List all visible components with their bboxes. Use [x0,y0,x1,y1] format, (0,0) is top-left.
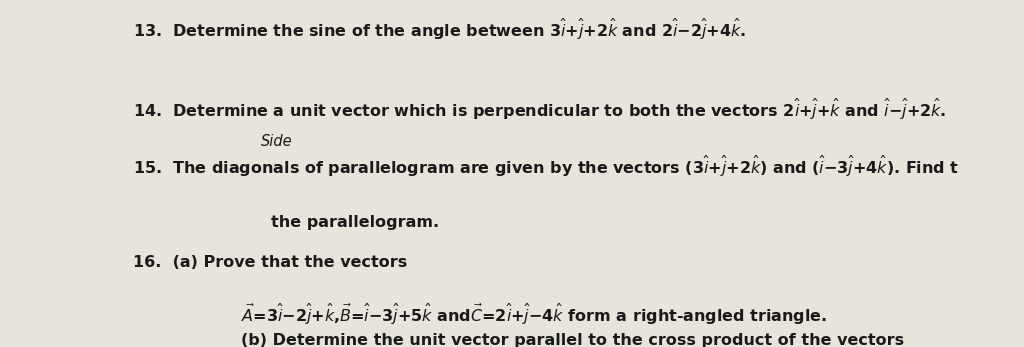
Text: the parallelogram.: the parallelogram. [271,215,439,230]
Text: 14.  Determine a unit vector which is perpendicular to both the vectors 2$\hat{i: 14. Determine a unit vector which is per… [133,97,946,122]
Text: 16.  (a) Prove that the vectors: 16. (a) Prove that the vectors [133,255,408,270]
Text: 13.  Determine the sine of the angle between 3$\hat{i}$+$\hat{j}$+2$\hat{k}$ and: 13. Determine the sine of the angle betw… [133,17,746,42]
Text: (b) Determine the unit vector parallel to the cross product of the vectors: (b) Determine the unit vector parallel t… [241,333,904,347]
Text: Side: Side [261,134,293,149]
Text: 15.  The diagonals of parallelogram are given by the vectors (3$\hat{i}$+$\hat{j: 15. The diagonals of parallelogram are g… [133,154,959,179]
Text: $\vec{A}$=3$\hat{i}$−2$\hat{j}$+$\hat{k}$,$\vec{B}$=$\hat{i}$−3$\hat{j}$+5$\hat{: $\vec{A}$=3$\hat{i}$−2$\hat{j}$+$\hat{k}… [241,302,826,327]
